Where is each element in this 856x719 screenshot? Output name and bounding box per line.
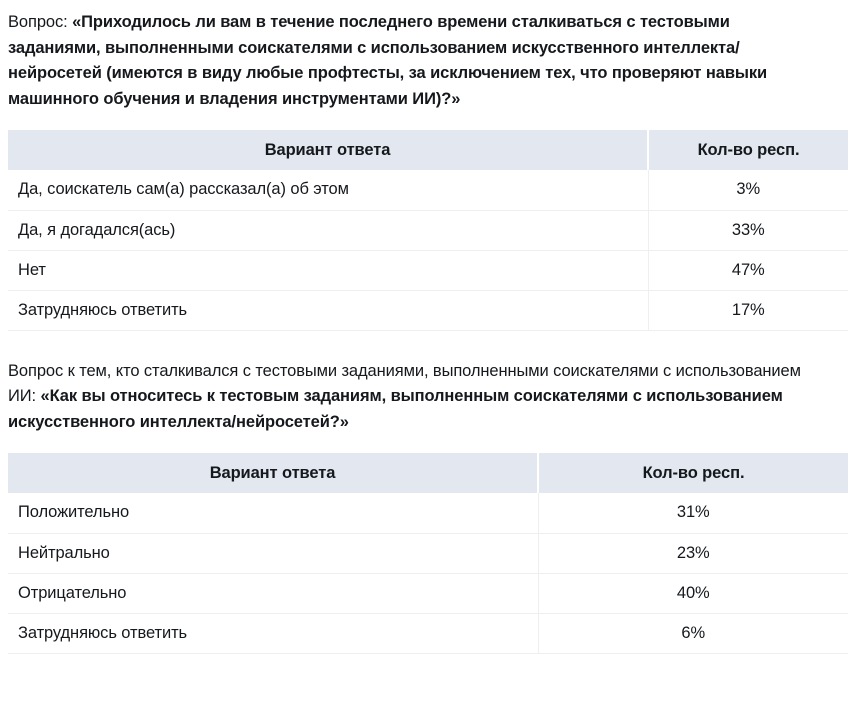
table-1-header-option: Вариант ответа [8,130,649,170]
question-2-paragraph: Вопрос к тем, кто сталкивался с тестовым… [8,331,808,436]
table-1-header: Вариант ответа Кол-во респ. [8,130,848,170]
table-2-header-option: Вариант ответа [8,453,539,493]
table-1-body: Да, соискатель сам(а) рассказал(а) об эт… [8,170,848,331]
question-2-lead: Вопрос к тем, кто сталкивался с тестовым… [8,361,801,406]
question-1-text: «Приходилось ли вам в течение последнего… [8,13,768,108]
table-2-count-1: 23% [538,533,848,574]
table-2-header: Вариант ответа Кол-во респ. [8,453,848,493]
table-1-option-3: Затрудняюсь ответить [8,290,649,331]
table-row: Да, я догадался(ась) 33% [8,210,848,251]
table-2-option-0: Положительно [8,493,539,534]
table-1-count-2: 47% [648,250,848,291]
table-2-header-count: Кол-во респ. [538,453,848,493]
table-2-count-2: 40% [538,573,848,614]
table-row: Нейтрально 23% [8,533,848,574]
table-header-row: Вариант ответа Кол-во респ. [8,453,848,493]
table-1-option-0: Да, соискатель сам(а) рассказал(а) об эт… [8,170,649,211]
table-1-option-2: Нет [8,250,649,291]
survey-table-2: Вариант ответа Кол-во респ. Положительно… [8,453,848,654]
table-row: Положительно 31% [8,493,848,534]
table-row: Отрицательно 40% [8,573,848,614]
table-1-header-count: Кол-во респ. [648,130,848,170]
question-1-paragraph: Вопрос: «Приходилось ли вам в течение по… [8,0,798,112]
table-2-option-3: Затрудняюсь ответить [8,613,539,654]
table-1-count-3: 17% [648,290,848,331]
table-row: Да, соискатель сам(а) рассказал(а) об эт… [8,170,848,211]
table-header-row: Вариант ответа Кол-во респ. [8,130,848,170]
table-row: Нет 47% [8,250,848,291]
survey-table-1: Вариант ответа Кол-во респ. Да, соискате… [8,130,848,331]
table-2-count-3: 6% [538,613,848,654]
table-row: Затрудняюсь ответить 6% [8,613,848,654]
table-row: Затрудняюсь ответить 17% [8,290,848,331]
table-2-option-1: Нейтрально [8,533,539,574]
table-1-option-1: Да, я догадался(ась) [8,210,649,251]
table-2-body: Положительно 31% Нейтрально 23% Отрицате… [8,493,848,654]
table-2-option-2: Отрицательно [8,573,539,614]
table-2-count-0: 31% [538,493,848,534]
table-1-count-1: 33% [648,210,848,251]
question-1-lead: Вопрос: [8,13,73,31]
question-2-text: «Как вы относитесь к тестовым заданиям, … [8,387,783,431]
table-1-count-0: 3% [648,170,848,211]
